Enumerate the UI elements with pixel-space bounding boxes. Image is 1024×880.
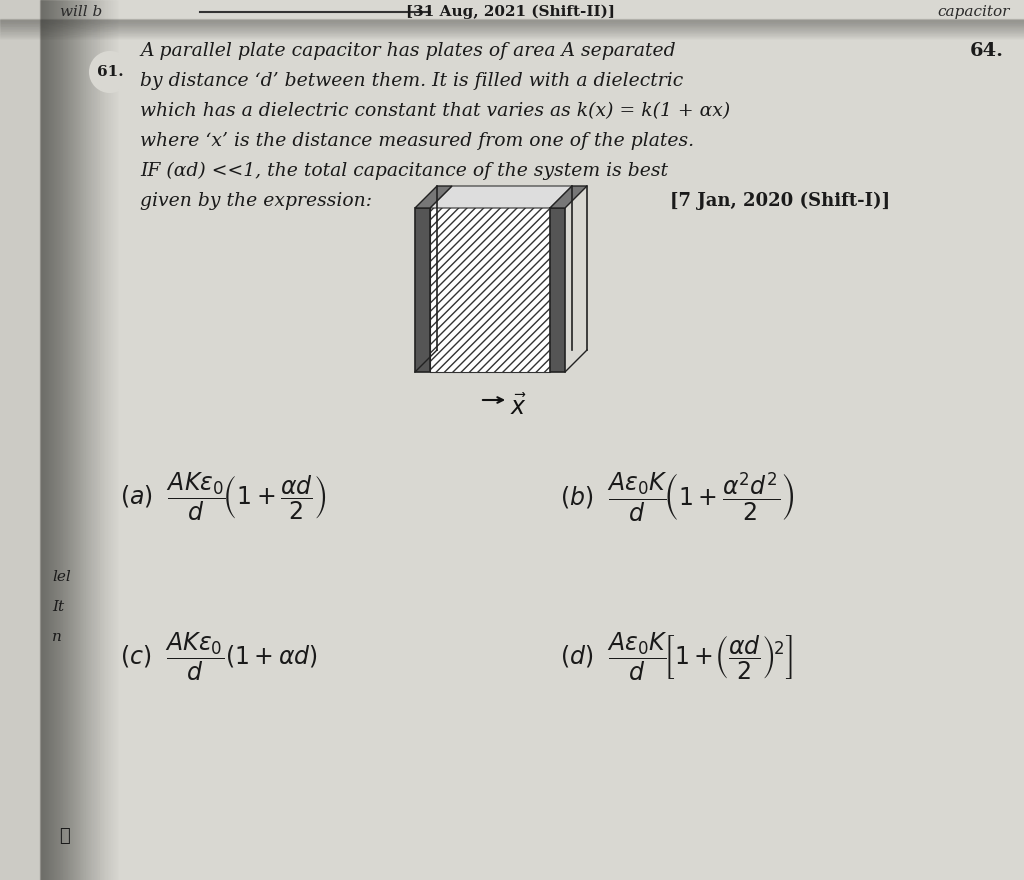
Bar xyxy=(0,22,1024,23)
Text: IF (αd) <<1, the total capacitance of the system is best: IF (αd) <<1, the total capacitance of th… xyxy=(140,162,668,180)
Polygon shape xyxy=(550,186,587,208)
Text: where ‘x’ is the distance measured from one of the plates.: where ‘x’ is the distance measured from … xyxy=(140,132,694,150)
Text: $(a)$  $\dfrac{AK\varepsilon_{0}}{d}\!\left(1+\dfrac{\alpha d}{2}\right)$: $(a)$ $\dfrac{AK\varepsilon_{0}}{d}\!\le… xyxy=(120,470,327,523)
Text: $\vec{x}$: $\vec{x}$ xyxy=(510,394,526,420)
Bar xyxy=(0,30,1024,31)
Text: A parallel plate capacitor has plates of area A separated: A parallel plate capacitor has plates of… xyxy=(140,42,676,60)
Polygon shape xyxy=(430,186,572,208)
Bar xyxy=(0,19,1024,20)
Text: lel: lel xyxy=(52,570,71,584)
Text: which has a dielectric constant that varies as k(x) = k(1 + αx): which has a dielectric constant that var… xyxy=(140,102,730,120)
Text: capacitor: capacitor xyxy=(938,5,1010,19)
Bar xyxy=(0,28,1024,29)
Text: by distance ‘d’ between them. It is filled with a dielectric: by distance ‘d’ between them. It is fill… xyxy=(140,72,683,90)
Text: will b: will b xyxy=(60,5,102,19)
Text: [31 Aug, 2021 (Shift-II)]: [31 Aug, 2021 (Shift-II)] xyxy=(406,5,614,19)
Bar xyxy=(0,21,1024,22)
Bar xyxy=(0,36,1024,37)
Bar xyxy=(0,27,1024,28)
Bar xyxy=(430,207,550,372)
Text: $(b)$  $\dfrac{A\varepsilon_{0}K}{d}\!\left(1+\dfrac{\alpha^{2}d^{2}}{2}\right)$: $(b)$ $\dfrac{A\varepsilon_{0}K}{d}\!\le… xyxy=(560,470,795,524)
Bar xyxy=(0,34,1024,35)
Text: $(c)$  $\dfrac{AK\varepsilon_{0}}{d}(1+\alpha d)$: $(c)$ $\dfrac{AK\varepsilon_{0}}{d}(1+\a… xyxy=(120,630,318,683)
Circle shape xyxy=(90,52,130,92)
Text: 64.: 64. xyxy=(970,42,1004,60)
Text: It: It xyxy=(52,600,65,614)
Bar xyxy=(0,29,1024,30)
Bar xyxy=(0,24,1024,25)
Bar xyxy=(0,23,1024,24)
Bar xyxy=(0,31,1024,32)
Text: n: n xyxy=(52,630,61,644)
Polygon shape xyxy=(550,208,565,372)
Text: 61.: 61. xyxy=(96,65,123,79)
Bar xyxy=(0,32,1024,33)
Text: [7 Jan, 2020 (Shift-I)]: [7 Jan, 2020 (Shift-I)] xyxy=(670,192,890,210)
Text: given by the expression:: given by the expression: xyxy=(140,192,372,210)
Bar xyxy=(0,33,1024,34)
Text: ⓐ: ⓐ xyxy=(59,827,71,845)
Polygon shape xyxy=(415,186,452,208)
Bar xyxy=(0,26,1024,27)
Bar xyxy=(0,37,1024,38)
Bar xyxy=(0,20,1024,21)
Bar xyxy=(0,38,1024,39)
Text: $(d)$  $\dfrac{A\varepsilon_{0}K}{d}\!\left[1+\!\left(\dfrac{\alpha d}{2}\right): $(d)$ $\dfrac{A\varepsilon_{0}K}{d}\!\le… xyxy=(560,630,793,683)
Bar xyxy=(0,35,1024,36)
Bar xyxy=(0,25,1024,26)
Polygon shape xyxy=(415,208,430,372)
